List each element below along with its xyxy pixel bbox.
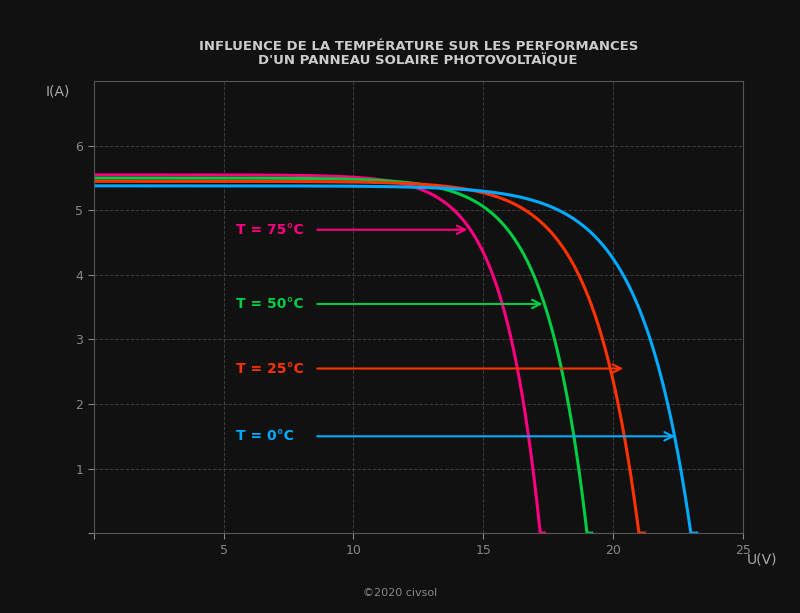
Text: ©2020 civsol: ©2020 civsol	[363, 588, 437, 598]
Text: U(V): U(V)	[746, 552, 777, 566]
Text: T = 50°C: T = 50°C	[237, 297, 304, 311]
Text: T = 75°C: T = 75°C	[237, 223, 304, 237]
Title: INFLUENCE DE LA TEMPÉRATURE SUR LES PERFORMANCES
D'UN PANNEAU SOLAIRE PHOTOVOLTA: INFLUENCE DE LA TEMPÉRATURE SUR LES PERF…	[198, 39, 638, 67]
Text: T = 25°C: T = 25°C	[237, 362, 304, 376]
Text: T = 0°C: T = 0°C	[237, 429, 294, 443]
Text: I(A): I(A)	[46, 85, 70, 99]
